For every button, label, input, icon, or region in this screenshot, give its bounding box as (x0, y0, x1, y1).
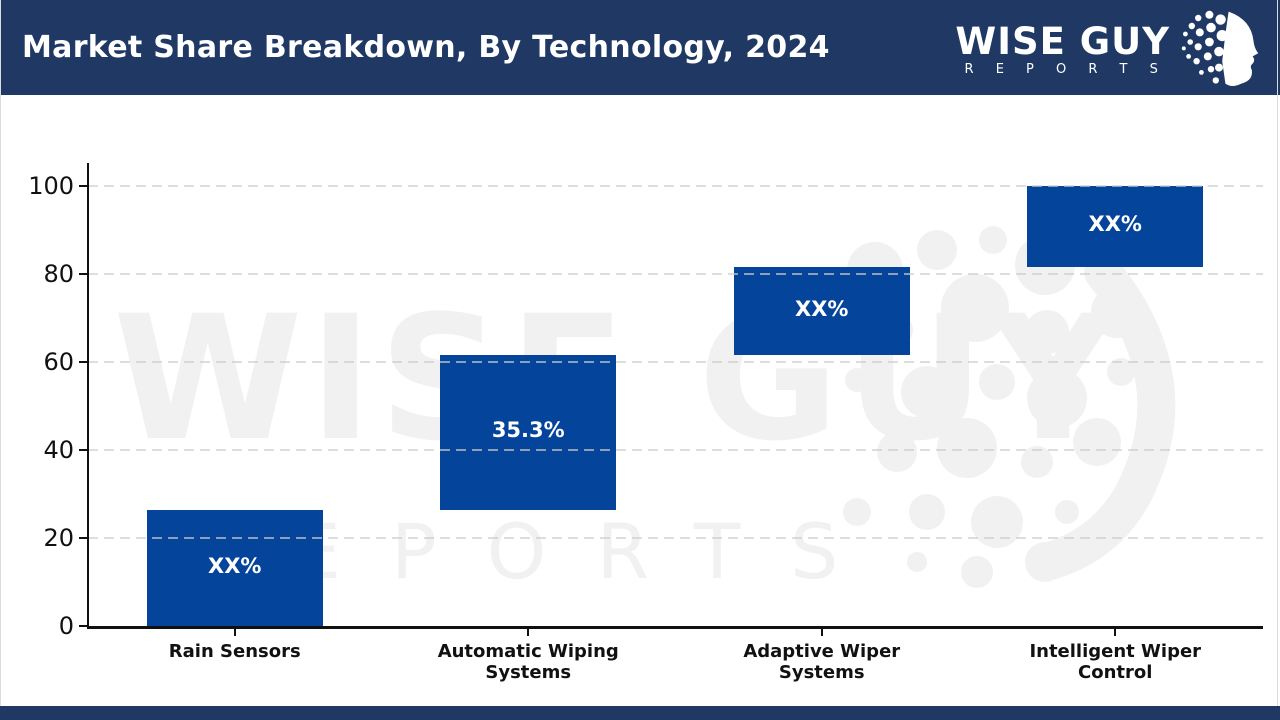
x-tick-label: Automatic Wiping Systems (437, 641, 619, 684)
y-axis-tick (79, 537, 87, 539)
x-axis-tick (820, 629, 823, 636)
y-axis-tick (79, 185, 87, 187)
dotted-face-icon (1181, 10, 1259, 87)
y-axis-line (87, 163, 89, 628)
x-tick-label: Rain Sensors (168, 641, 301, 662)
y-axis-tick (79, 361, 87, 363)
header-band: Market Share Breakdown, By Technology, 2… (0, 0, 1280, 95)
bar-value-label: 35.3% (491, 418, 565, 443)
bar-value-label: XX% (208, 553, 262, 578)
y-tick-label: 80 (43, 260, 74, 288)
y-tick-label: 0 (58, 612, 74, 640)
gridline (88, 449, 1263, 451)
bar (440, 354, 617, 510)
gridline (88, 537, 1263, 539)
bar (733, 266, 910, 355)
x-tick-label: Intelligent Wiper Control (1029, 641, 1202, 684)
gridline (88, 185, 1263, 187)
chart-area: WISE GUY REPORTS 0 20 40 60 80 100 XX% 35.3% XX%… (0, 95, 1280, 720)
y-tick-label: 20 (43, 524, 74, 552)
brand-logo: WISE GUY R E P O R T S (955, 10, 1262, 90)
y-axis-tick (79, 273, 87, 275)
bar-value-label: XX% (1088, 212, 1142, 237)
x-axis-tick (233, 629, 236, 636)
brand-logo-text: WISE GUY R E P O R T S (955, 19, 1170, 78)
y-axis-tick (79, 449, 87, 451)
x-axis-line (87, 626, 1263, 629)
bar (146, 509, 323, 626)
y-axis-tick (79, 625, 87, 627)
gridline (88, 273, 1263, 275)
y-tick-label: 100 (28, 172, 74, 200)
x-axis-tick (1114, 629, 1117, 636)
y-tick-label: 40 (43, 436, 74, 464)
chart-title: Market Share Breakdown, By Technology, 2… (22, 30, 830, 65)
x-axis-tick (527, 629, 530, 636)
gridline (88, 361, 1263, 363)
y-tick-label: 60 (43, 348, 74, 376)
brand-wordmark: WISE GUY (955, 19, 1170, 63)
bar-value-label: XX% (795, 296, 849, 321)
brand-subtitle: R E P O R T S (964, 62, 1167, 78)
footer-band (0, 706, 1280, 720)
bar (1027, 186, 1204, 267)
x-tick-label: Adaptive Wiper Systems (743, 641, 901, 684)
